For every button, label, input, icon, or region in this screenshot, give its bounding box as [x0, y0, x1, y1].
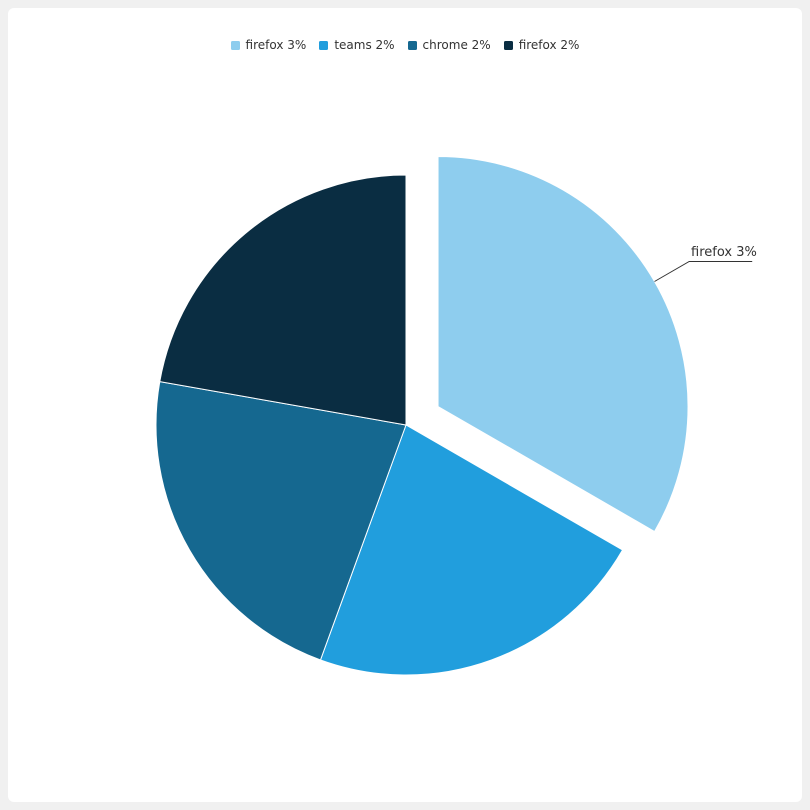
legend-label: firefox 3% — [245, 38, 307, 52]
pie-slice-chrome-2[interactable] — [155, 381, 407, 661]
legend-label: firefox 2% — [518, 38, 580, 52]
legend-item-chrome-2[interactable]: chrome 2% — [407, 38, 491, 53]
legend-swatch-firefox-2-icon — [503, 41, 513, 50]
chart-legend: firefox 3% teams 2% chrome 2% firefox 2% — [0, 38, 810, 53]
legend-label: teams 2% — [334, 38, 395, 52]
legend-swatch-firefox-3-icon — [230, 41, 240, 50]
pie-slice-teams-2[interactable] — [319, 424, 624, 676]
legend-item-firefox-2[interactable]: firefox 2% — [503, 38, 580, 53]
legend-item-firefox-3[interactable]: firefox 3% — [230, 38, 307, 53]
pie-slice-firefox-2[interactable] — [159, 174, 407, 426]
legend-label: chrome 2% — [422, 38, 491, 52]
legend-swatch-teams-2-icon — [319, 41, 329, 50]
legend-swatch-chrome-2-icon — [407, 41, 417, 50]
callout-leader-line — [654, 261, 753, 282]
pie-data-label-firefox-3: firefox 3% — [691, 245, 757, 260]
legend-item-teams-2[interactable]: teams 2% — [319, 38, 395, 53]
